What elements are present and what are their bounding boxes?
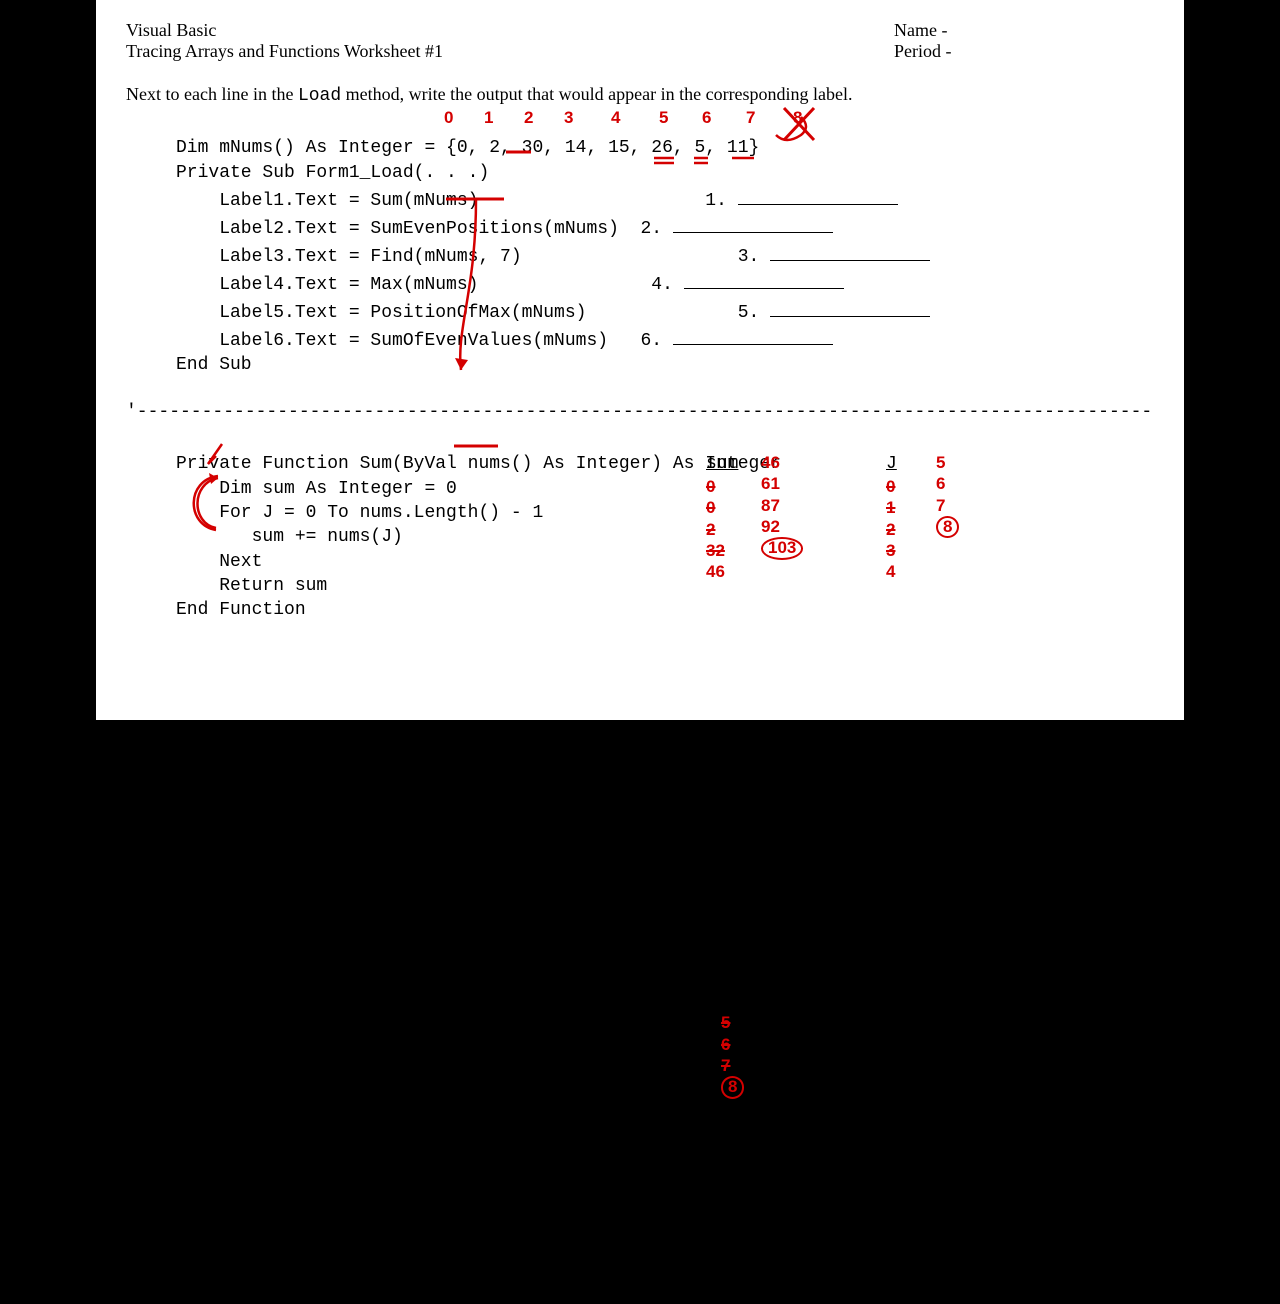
trace-value: 2 (706, 519, 725, 540)
code-line: Dim sum As Integer = 0 (176, 1015, 457, 1035)
code-line: Return sum (176, 576, 327, 596)
code-line: Next (176, 552, 262, 572)
trace-value: 8 (721, 1076, 744, 1099)
divider: '---------------------------------------… (126, 938, 1154, 958)
trace-col-j2: 5678 (936, 452, 959, 538)
worksheet-page: Visual Basic Tracing Arrays and Function… (96, 0, 1184, 720)
code-line: For J = 0 To nums.Length() - 1 Step 2 (176, 1039, 619, 1059)
trace-value: 8 (936, 516, 959, 539)
trace-col-sum: 5678 (721, 1012, 744, 1098)
code-block-fn1: Private Function Sum(ByVal nums() As Int… (176, 428, 1154, 938)
code-line: Dim sum As Integer = 0 (176, 479, 457, 499)
trace-value: 0 (706, 476, 725, 497)
trace-value: 6 (721, 1034, 744, 1055)
trace-value: 5 (721, 1012, 744, 1033)
trace-value: 0 (706, 497, 725, 518)
sum-heading: sum (706, 988, 738, 1012)
instruction-text: Next to each line in the Load method, wr… (126, 84, 1154, 106)
code-block-main: Dim mNums() As Integer = {0, 2, 30, 14, … (176, 112, 1154, 402)
trace-value: 87 (761, 495, 803, 516)
code-line: Next (176, 1088, 262, 1108)
sum-heading: sum (706, 452, 738, 476)
trace-col-j1: 01234 (886, 476, 895, 582)
trace-value: 3 (886, 540, 895, 561)
header-row: Visual Basic Tracing Arrays and Function… (126, 20, 1154, 62)
course-title: Visual Basic (126, 20, 443, 41)
trace-col-sum2: 46618792103 (761, 452, 803, 560)
code-line: Label1.Text = Sum(mNums) 1. (176, 191, 898, 211)
trace-value: 92 (761, 516, 803, 537)
trace-value: 7 (721, 1055, 744, 1076)
code-line: End Function (176, 600, 306, 620)
code-line: Label3.Text = Find(mNums, 7) 3. (176, 247, 930, 267)
divider: '---------------------------------------… (126, 402, 1154, 422)
code-line: Return sum (176, 1112, 327, 1132)
period-label: Period - (894, 41, 1154, 62)
code-line: Dim mNums() As Integer = {0, 2, 30, 14, … (176, 138, 759, 158)
trace-value: 4 (886, 561, 895, 582)
worksheet-title: Tracing Arrays and Functions Worksheet #… (126, 41, 443, 62)
code-line: End Sub (176, 355, 252, 375)
code-line: Private Function Sum(ByVal nums() As Int… (176, 454, 781, 474)
code-line: Label2.Text = SumEvenPositions(mNums) 2. (176, 219, 833, 239)
code-block-fn2: Private Function SumEvenPositions(ByVal … (176, 964, 1154, 1304)
trace-value: 5 (936, 452, 959, 473)
trace-value: 0 (886, 476, 895, 497)
code-line: Label6.Text = SumOfEvenValues(mNums) 6. (176, 331, 833, 351)
trace-value: 46 (706, 561, 725, 582)
code-line: Private Sub Form1_Load(. . .) (176, 163, 489, 183)
code-line: Private Function SumEvenPositions(ByVal … (176, 991, 921, 1011)
trace-value: 6 (936, 473, 959, 494)
j-heading: J (886, 452, 897, 476)
code-line: Label5.Text = PositionOfMax(mNums) 5. (176, 303, 930, 323)
code-line: sum += nums(J) (176, 1063, 403, 1083)
trace-value: 32 (706, 540, 725, 561)
trace-value: 46 (761, 452, 803, 473)
trace-value: 7 (936, 495, 959, 516)
trace-value: 2 (886, 519, 895, 540)
trace-value: 1 (886, 497, 895, 518)
name-label: Name - (894, 20, 1154, 41)
code-line: End Function (176, 1136, 306, 1156)
trace-value: 103 (761, 537, 803, 560)
code-line: For J = 0 To nums.Length() - 1 (176, 503, 543, 523)
code-line: Label4.Text = Max(mNums) 4. (176, 275, 844, 295)
j-heading: J (886, 988, 897, 1012)
trace-col-sum1: 0023246 (706, 476, 725, 582)
code-line: sum += nums(J) (176, 527, 403, 547)
trace-value: 61 (761, 473, 803, 494)
